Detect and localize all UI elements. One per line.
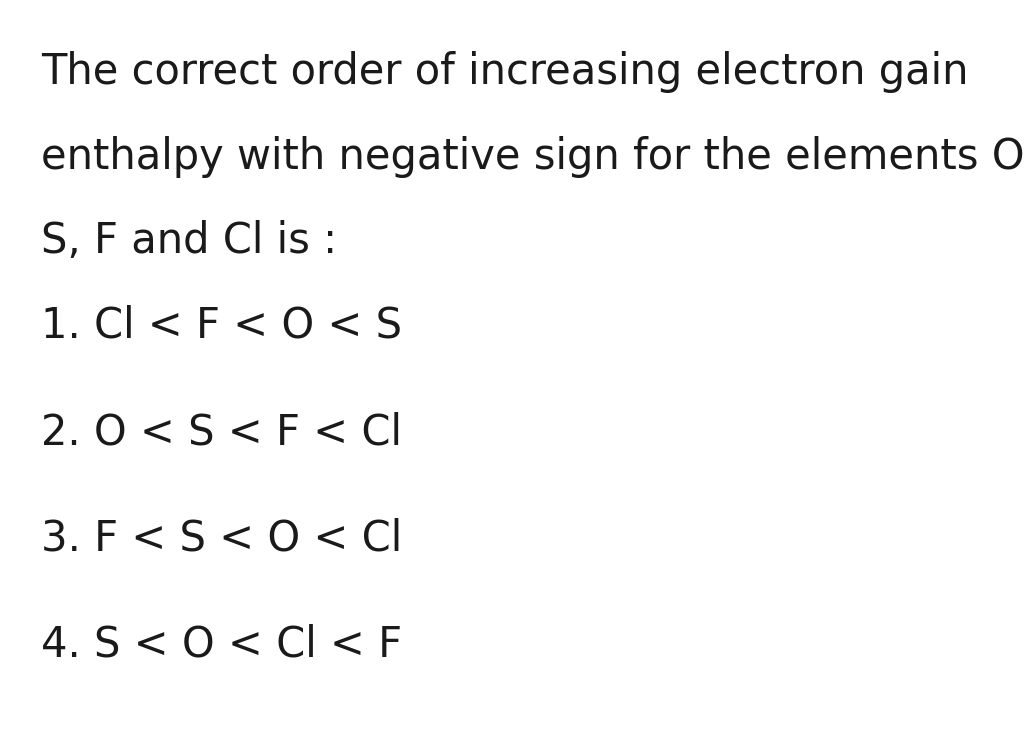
Text: S, F and Cl is :: S, F and Cl is :	[41, 220, 337, 262]
Text: The correct order of increasing electron gain: The correct order of increasing electron…	[41, 51, 969, 93]
Text: 1. Cl < F < O < S: 1. Cl < F < O < S	[41, 305, 402, 346]
Text: 2. O < S < F < Cl: 2. O < S < F < Cl	[41, 411, 402, 453]
Text: enthalpy with negative sign for the elements O,: enthalpy with negative sign for the elem…	[41, 136, 1024, 178]
Text: 4. S < O < Cl < F: 4. S < O < Cl < F	[41, 624, 402, 666]
Text: 3. F < S < O < Cl: 3. F < S < O < Cl	[41, 517, 402, 559]
